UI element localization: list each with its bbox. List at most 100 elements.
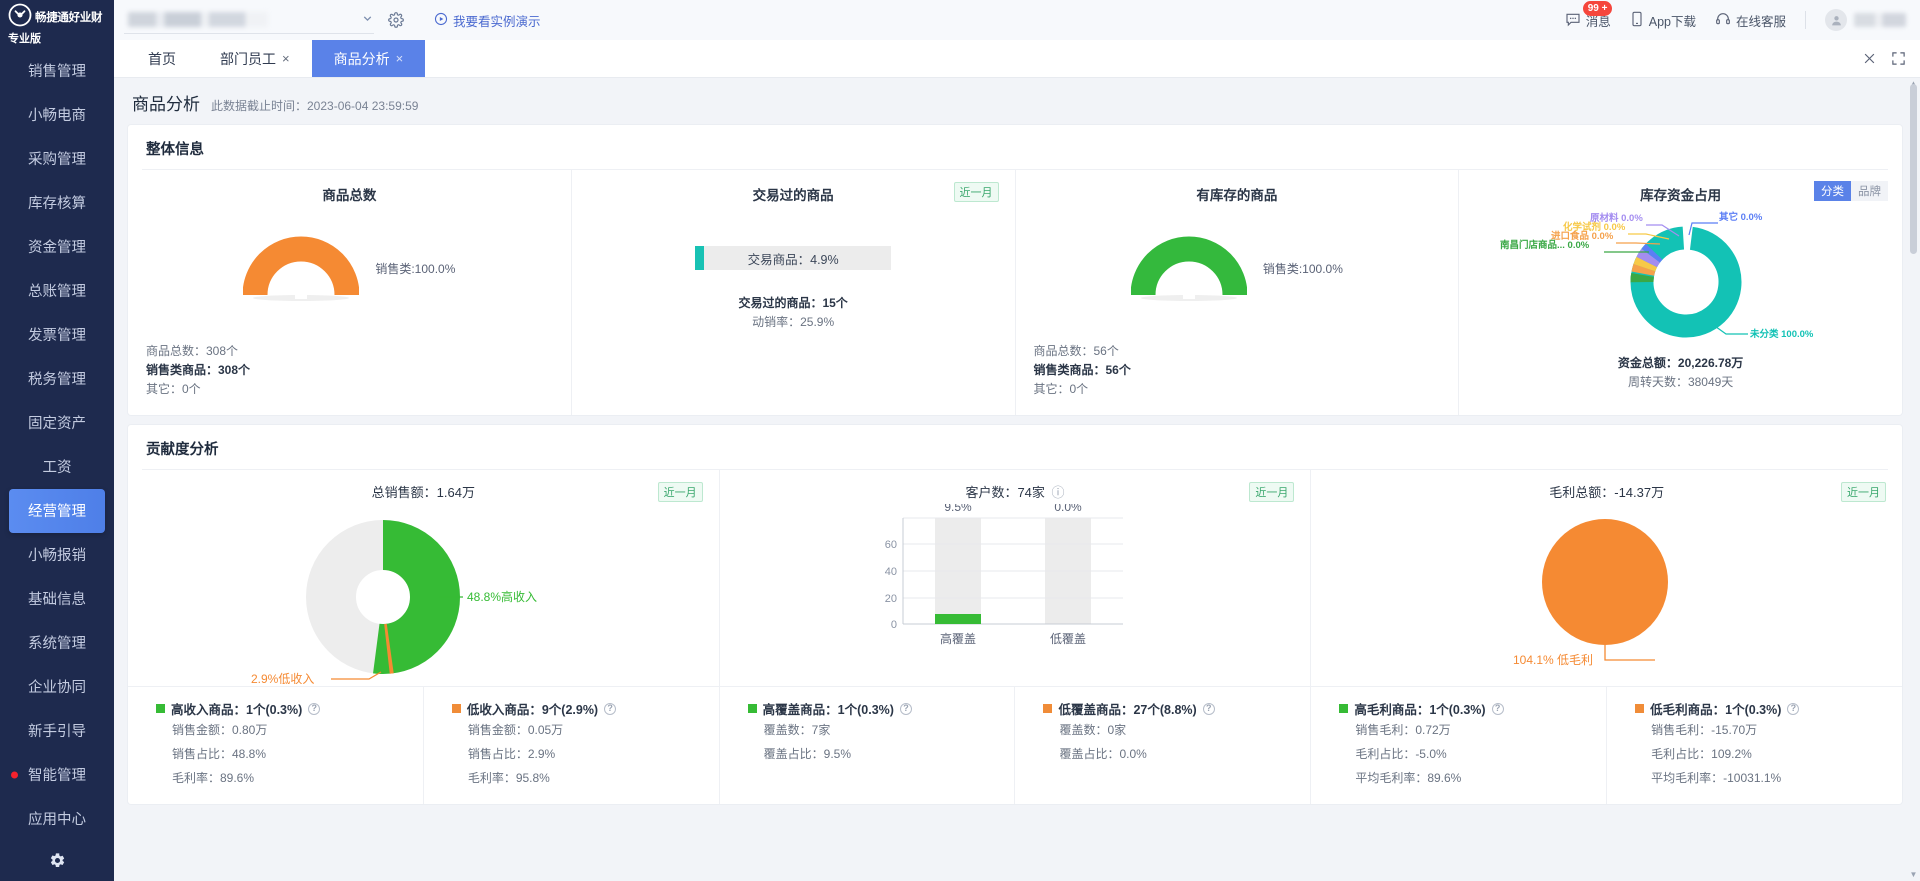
- scrollbar-thumb[interactable]: [1910, 84, 1917, 254]
- card-title: 商品总数: [322, 188, 377, 203]
- topbar-gear-icon[interactable]: [388, 12, 404, 28]
- segment-brand[interactable]: 品牌: [1851, 181, 1888, 201]
- tab-close-icon[interactable]: ×: [282, 51, 290, 66]
- sidebar-item-17[interactable]: 应用中心: [0, 797, 114, 841]
- sidebar-item-14[interactable]: 企业协同: [0, 665, 114, 709]
- sidebar-item-9[interactable]: 工资: [0, 445, 114, 489]
- sidebar-item-label: 固定资产: [28, 416, 86, 432]
- sidebar-item-1[interactable]: 小畅电商: [0, 93, 114, 137]
- scroll-up-icon[interactable]: ▲: [1909, 79, 1918, 88]
- topbar: 我要看实例演示 消息 99 +: [114, 0, 1920, 40]
- gauge-chart: 销售类:100.0%: [128, 218, 571, 318]
- stat-line: 销售类商品：308个: [146, 363, 251, 377]
- sidebar-item-12[interactable]: 基础信息: [0, 577, 114, 621]
- sidebar-item-2[interactable]: 采购管理: [0, 137, 114, 181]
- bar-label: 交易商品：4.9%: [747, 252, 839, 267]
- legend-line: 覆盖占比：0.0%: [1059, 747, 1147, 761]
- help-icon[interactable]: ?: [604, 702, 617, 715]
- legend-swatch-icon: [1339, 704, 1349, 713]
- fullscreen-icon[interactable]: [1891, 51, 1906, 66]
- legend-cell-2: 高覆盖商品：1个(0.3%)? 覆盖数：7家 覆盖占比：9.5%: [718, 687, 1015, 804]
- vertical-scrollbar[interactable]: ▲ ▼: [1909, 78, 1918, 881]
- sidebar-item-7[interactable]: 税务管理: [0, 357, 114, 401]
- card-title: 库存资金占用: [1640, 188, 1722, 203]
- tab-2[interactable]: 商品分析 ×: [311, 40, 426, 77]
- tab-1[interactable]: 部门员工 ×: [198, 40, 312, 77]
- sidebar-item-10[interactable]: 经营管理: [9, 488, 105, 533]
- contribution-legend-row: 高收入商品：1个(0.3%)? 销售金额：0.80万 销售占比：48.8% 毛利率：8…: [128, 686, 1902, 804]
- company-selector[interactable]: [124, 6, 374, 34]
- legend-line: 销售毛利：0.72万: [1355, 723, 1451, 737]
- column-total-sales: 总销售额：1.64万 近一月 4: [128, 470, 719, 686]
- tab-close-icon[interactable]: ×: [395, 51, 404, 66]
- legend-head: 高毛利商品：1个(0.3%)?: [1339, 699, 1606, 718]
- svg-text:9.5%: 9.5%: [944, 504, 972, 514]
- sidebar-item-3[interactable]: 库存核算: [0, 181, 114, 225]
- segment-category[interactable]: 分类: [1814, 181, 1851, 201]
- message-icon: [1565, 11, 1581, 30]
- help-icon[interactable]: ?: [1202, 702, 1215, 715]
- legend-swatch-icon: [451, 704, 461, 713]
- tab-label: 商品分析: [333, 50, 390, 67]
- help-icon[interactable]: ?: [1491, 702, 1504, 715]
- sidebar-item-16[interactable]: 智能管理: [0, 753, 114, 797]
- online-support-button[interactable]: 在线客服: [1715, 11, 1786, 30]
- period-tag[interactable]: 近一月: [1841, 482, 1887, 502]
- sidebar-item-label: 系统管理: [28, 636, 86, 652]
- svg-text:0.0%: 0.0%: [1054, 504, 1082, 514]
- notification-dot: [11, 771, 18, 778]
- card-stats: 商品总数：56个 销售类商品：56个 其它：0个: [1016, 342, 1459, 399]
- user-menu[interactable]: [1825, 9, 1906, 31]
- sidebar-item-8[interactable]: 固定资产: [0, 401, 114, 445]
- legend-line: 平均毛利率：89.6%: [1355, 771, 1462, 785]
- sidebar-item-0[interactable]: 销售管理: [0, 49, 114, 93]
- scroll-down-icon[interactable]: ▼: [1909, 870, 1918, 879]
- sidebar-settings-gear-icon[interactable]: [0, 841, 114, 881]
- gauge-note: 销售类:100.0%: [1262, 261, 1343, 276]
- main-area: 我要看实例演示 消息 99 +: [114, 0, 1920, 881]
- contribution-title: 贡献度分析: [146, 442, 219, 458]
- column-gross-profit: 毛利总额：-14.37万 近一月 104.1% 低毛利: [1310, 470, 1902, 686]
- company-name-redacted: [128, 12, 268, 27]
- sidebar-item-13[interactable]: 系统管理: [0, 621, 114, 665]
- overview-panel: 整体信息 商品总数 销售类:1: [128, 125, 1902, 415]
- demo-link-label: 我要看实例演示: [453, 14, 541, 29]
- legend-cell-4: 高毛利商品：1个(0.3%)? 销售毛利：0.72万 毛利占比：-5.0% 平均毛利率…: [1310, 687, 1606, 804]
- help-icon[interactable]: ?: [899, 702, 912, 715]
- sidebar-item-5[interactable]: 总账管理: [0, 269, 114, 313]
- chevron-down-icon[interactable]: [361, 12, 374, 28]
- sidebar-item-label: 新手引导: [28, 724, 86, 740]
- tab-0[interactable]: 首页: [126, 40, 198, 77]
- legend-head-label: 高毛利商品：1个(0.3%): [1354, 703, 1486, 717]
- sidebar-item-15[interactable]: 新手引导: [0, 709, 114, 753]
- sales-donut-chart: 48.8%高收入 2.9%低收入: [128, 501, 719, 686]
- sidebar-item-4[interactable]: 资金管理: [0, 225, 114, 269]
- demo-link[interactable]: 我要看实例演示: [434, 11, 541, 30]
- legend-head: 低覆盖商品：27个(8.8%)?: [1043, 699, 1310, 718]
- svg-text:南昌门店商品... 0.0%: 南昌门店商品... 0.0%: [1500, 239, 1590, 251]
- sidebar-item-label: 智能管理: [28, 768, 86, 784]
- sidebar-item-6[interactable]: 发票管理: [0, 313, 114, 357]
- svg-text:化学试剂 0.0%: 化学试剂 0.0%: [1563, 221, 1626, 233]
- help-icon[interactable]: ?: [1787, 702, 1800, 715]
- coverage-bar-chart: 0 20 40 60 9.5% 0.0%: [720, 501, 1311, 686]
- legend-line: 毛利率：89.6%: [172, 771, 255, 785]
- close-icon[interactable]: [1862, 51, 1877, 66]
- svg-text:48.8%高收入: 48.8%高收入: [467, 589, 537, 604]
- period-tag[interactable]: 近一月: [657, 482, 703, 502]
- app-download-button[interactable]: App下载: [1630, 11, 1696, 30]
- messages-label: 消息: [1585, 14, 1611, 29]
- period-tag[interactable]: 近一月: [1249, 482, 1295, 502]
- period-tag[interactable]: 近一月: [953, 182, 999, 202]
- page-content: 商品分析 此数据截止时间：2023-06-04 23:59:59 整体信息 商品…: [114, 78, 1920, 881]
- help-icon[interactable]: ?: [308, 702, 321, 715]
- sidebar-item-11[interactable]: 小畅报销: [0, 533, 114, 577]
- play-circle-icon: [434, 12, 448, 29]
- sidebar-item-label: 应用中心: [28, 812, 86, 828]
- tab-label: 首页: [148, 50, 176, 67]
- messages-button[interactable]: 消息 99 +: [1565, 0, 1613, 30]
- help-icon[interactable]: ⓘ: [1051, 485, 1065, 500]
- legend-cell-0: 高收入商品：1个(0.3%)? 销售金额：0.80万 销售占比：48.8% 毛利率：8…: [128, 687, 423, 804]
- card-total-products: 商品总数 销售类:100.0% 商品总数：308个: [128, 170, 571, 415]
